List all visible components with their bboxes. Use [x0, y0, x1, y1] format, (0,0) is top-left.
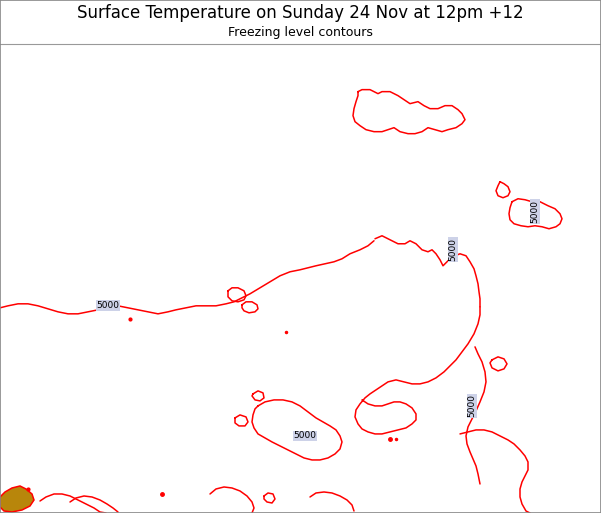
Text: Freezing level contours: Freezing level contours — [228, 26, 373, 39]
Text: 5000: 5000 — [468, 394, 477, 418]
Text: 5000: 5000 — [448, 238, 457, 261]
Text: 5000: 5000 — [531, 200, 540, 223]
Text: 5000: 5000 — [97, 301, 120, 310]
Text: Surface Temperature on Sunday 24 Nov at 12pm +12: Surface Temperature on Sunday 24 Nov at … — [77, 4, 524, 22]
Text: 5000: 5000 — [293, 431, 317, 441]
Polygon shape — [0, 486, 34, 512]
